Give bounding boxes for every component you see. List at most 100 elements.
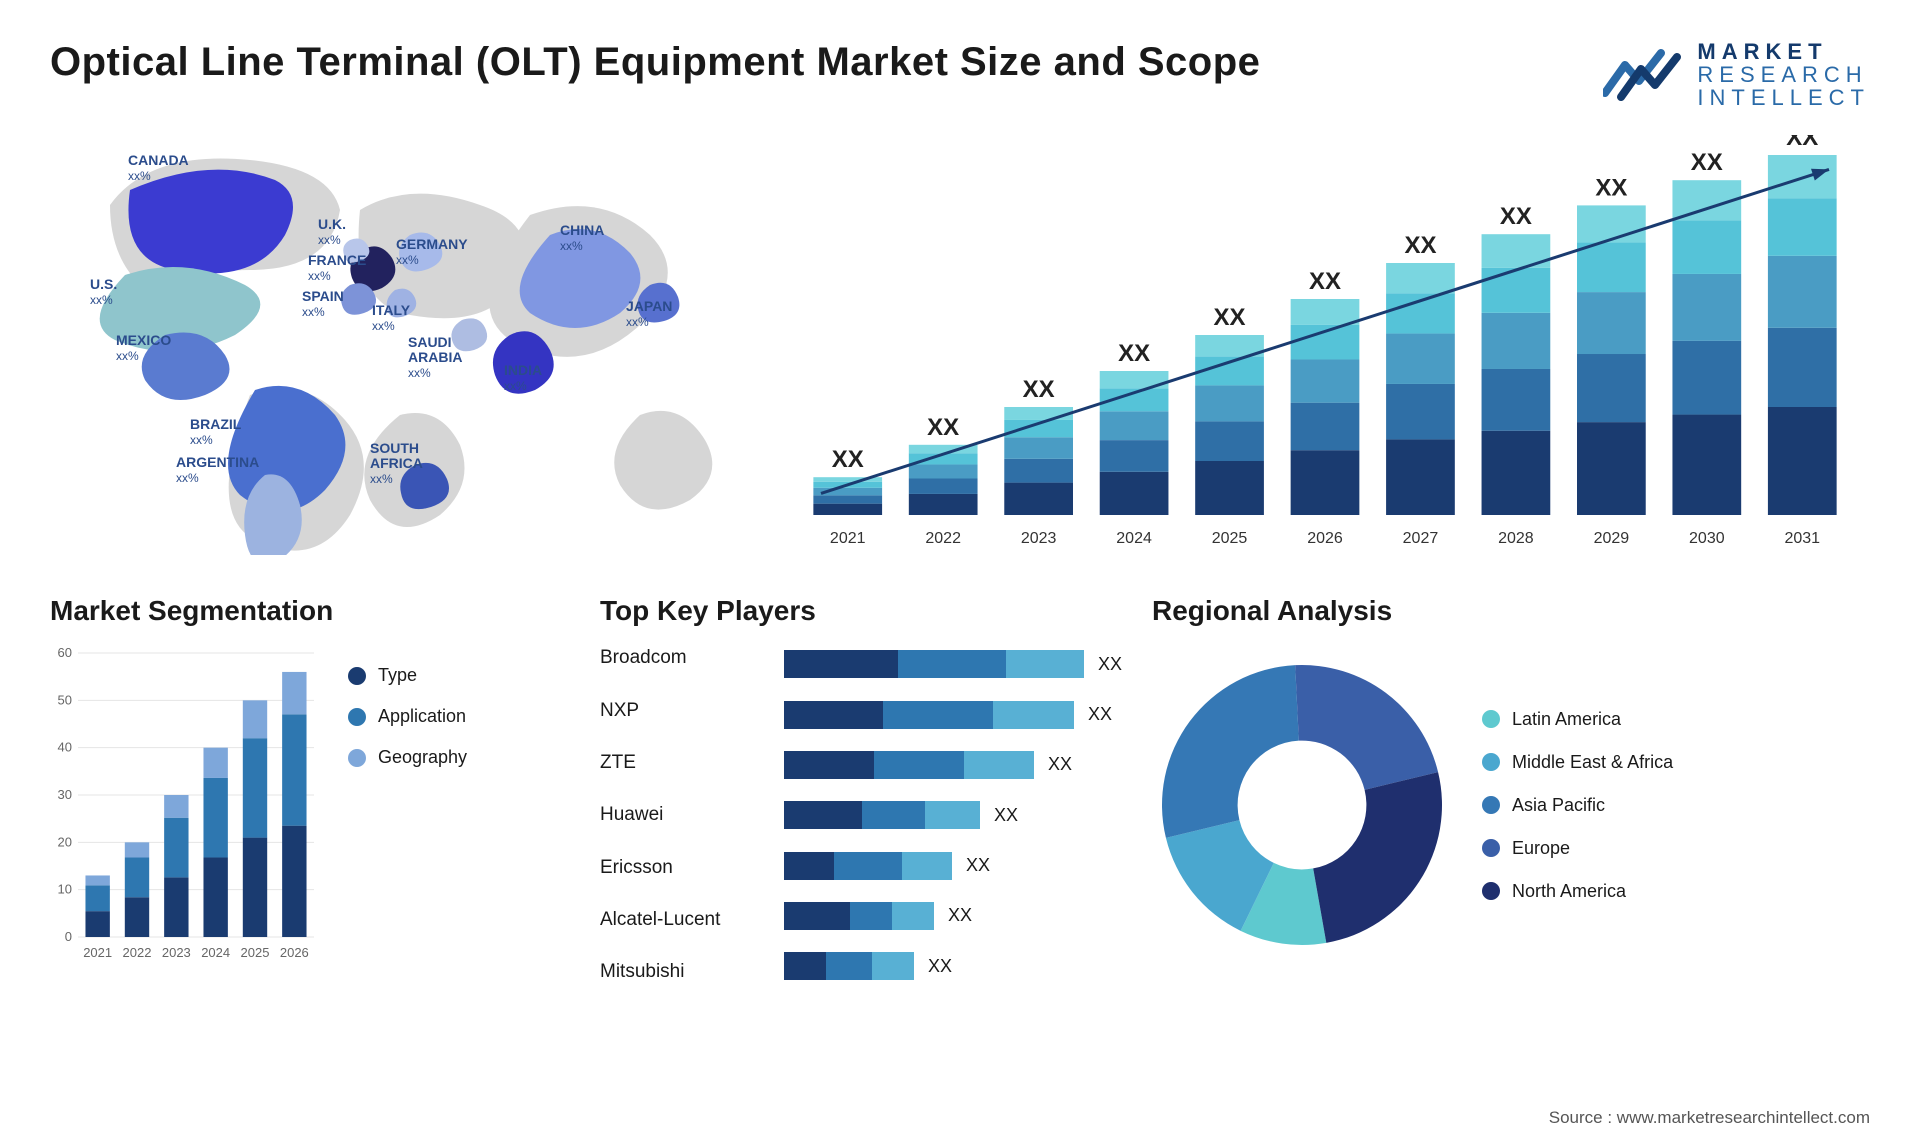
svg-text:2021: 2021 — [83, 945, 112, 960]
svg-text:XX: XX — [1214, 304, 1246, 331]
key-player-bar-segment — [784, 701, 883, 729]
legend-label: Type — [378, 665, 417, 686]
legend-swatch — [1482, 882, 1500, 900]
legend-label: North America — [1512, 881, 1626, 902]
key-player-bar-row: XX — [784, 951, 1122, 981]
map-label: SAUDIARABIAxx% — [408, 335, 462, 379]
legend-label: Latin America — [1512, 709, 1621, 730]
svg-text:2029: 2029 — [1594, 530, 1630, 547]
svg-text:2022: 2022 — [925, 530, 961, 547]
key-player-bar-segment — [826, 952, 873, 980]
svg-text:2028: 2028 — [1498, 530, 1534, 547]
key-player-name: NXP — [600, 700, 760, 722]
map-label: CHINAxx% — [560, 223, 604, 252]
map-label: ARGENTINAxx% — [176, 455, 259, 484]
brand-logo-icon — [1603, 45, 1683, 105]
svg-text:XX: XX — [1404, 232, 1436, 259]
svg-text:2025: 2025 — [1212, 530, 1248, 547]
svg-text:2025: 2025 — [241, 945, 270, 960]
key-player-value: XX — [994, 805, 1018, 826]
legend-label: Europe — [1512, 838, 1570, 859]
svg-text:XX: XX — [1786, 135, 1818, 151]
brand-text-2: RESEARCH — [1697, 63, 1870, 86]
legend-item: North America — [1482, 881, 1673, 902]
legend-item: Type — [348, 665, 467, 686]
legend-swatch — [1482, 796, 1500, 814]
map-label: SPAINxx% — [302, 289, 344, 318]
svg-text:XX: XX — [832, 446, 864, 473]
brand-text-3: INTELLECT — [1697, 86, 1870, 109]
svg-text:2024: 2024 — [201, 945, 230, 960]
svg-text:XX: XX — [1309, 268, 1341, 295]
svg-text:XX: XX — [1118, 340, 1150, 367]
page-title: Optical Line Terminal (OLT) Equipment Ma… — [50, 40, 1260, 85]
key-player-bar-segment — [964, 751, 1034, 779]
svg-text:2023: 2023 — [162, 945, 191, 960]
regional-legend: Latin AmericaMiddle East & AfricaAsia Pa… — [1482, 709, 1673, 902]
key-player-bar-row: XX — [784, 750, 1122, 780]
svg-text:2022: 2022 — [123, 945, 152, 960]
key-players-list: BroadcomNXPZTEHuaweiEricssonAlcatel-Luce… — [600, 645, 760, 985]
svg-text:2021: 2021 — [830, 530, 866, 547]
map-label: BRAZILxx% — [190, 417, 241, 446]
legend-swatch — [1482, 753, 1500, 771]
key-player-bar — [784, 952, 914, 980]
key-player-bar — [784, 801, 980, 829]
key-player-bar — [784, 852, 952, 880]
legend-swatch — [348, 667, 366, 685]
key-player-bar-segment — [1006, 650, 1084, 678]
key-player-bar-segment — [784, 801, 862, 829]
key-player-bar-row: XX — [784, 800, 1122, 830]
svg-text:40: 40 — [58, 740, 72, 755]
key-player-name: Mitsubishi — [600, 961, 760, 983]
growth-chart-svg: XX2021XX2022XX2023XX2024XX2025XX2026XX20… — [780, 135, 1870, 555]
key-player-bar-row: XX — [784, 851, 1122, 881]
regional-donut-chart — [1152, 655, 1452, 955]
key-player-value: XX — [948, 905, 972, 926]
map-label: U.K.xx% — [318, 217, 346, 246]
legend-item: Asia Pacific — [1482, 795, 1673, 816]
key-player-bar-row: XX — [784, 649, 1122, 679]
map-label: INDIAxx% — [504, 363, 542, 392]
svg-text:2030: 2030 — [1689, 530, 1725, 547]
key-player-bar-segment — [784, 902, 850, 930]
key-players-title: Top Key Players — [600, 595, 1122, 627]
world-map: CANADAxx%U.S.xx%MEXICOxx%BRAZILxx%ARGENT… — [50, 135, 750, 555]
key-player-value: XX — [966, 855, 990, 876]
legend-label: Application — [378, 706, 466, 727]
key-player-bar-segment — [898, 650, 1006, 678]
key-player-bar-segment — [784, 650, 898, 678]
svg-text:XX: XX — [1691, 149, 1723, 176]
key-player-bar-segment — [784, 952, 826, 980]
key-player-name: Ericsson — [600, 857, 760, 879]
regional-title: Regional Analysis — [1152, 595, 1870, 627]
legend-label: Asia Pacific — [1512, 795, 1605, 816]
key-player-bar-segment — [892, 902, 934, 930]
key-player-bar — [784, 751, 1034, 779]
key-player-bar-segment — [784, 852, 834, 880]
legend-swatch — [348, 749, 366, 767]
legend-swatch — [1482, 710, 1500, 728]
svg-text:XX: XX — [1500, 203, 1532, 230]
donut-svg — [1152, 655, 1452, 955]
map-label: JAPANxx% — [626, 299, 672, 328]
svg-text:2027: 2027 — [1403, 530, 1439, 547]
key-player-bar-segment — [862, 801, 925, 829]
key-player-bar-segment — [902, 852, 952, 880]
svg-text:30: 30 — [58, 787, 72, 802]
segmentation-legend: TypeApplicationGeography — [348, 645, 467, 965]
brand-logo: MARKET RESEARCH INTELLECT — [1603, 40, 1870, 109]
key-player-bar-row: XX — [784, 901, 1122, 931]
map-label: ITALYxx% — [372, 303, 410, 332]
segmentation-bar-chart: 0102030405060202120222023202420252026 — [50, 645, 320, 965]
legend-item: Application — [348, 706, 467, 727]
key-player-bar-segment — [925, 801, 980, 829]
segmentation-title: Market Segmentation — [50, 595, 570, 627]
svg-text:50: 50 — [58, 693, 72, 708]
map-label: CANADAxx% — [128, 153, 189, 182]
key-player-bar-segment — [834, 852, 901, 880]
key-player-bar-row: XX — [784, 700, 1122, 730]
svg-text:2024: 2024 — [1116, 530, 1152, 547]
svg-text:2031: 2031 — [1784, 530, 1820, 547]
svg-text:2026: 2026 — [280, 945, 309, 960]
